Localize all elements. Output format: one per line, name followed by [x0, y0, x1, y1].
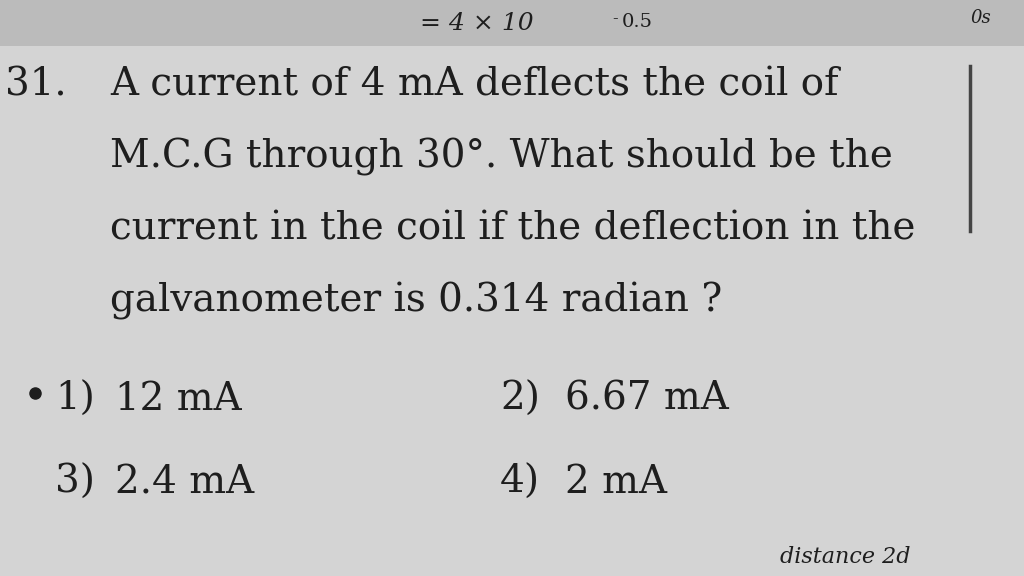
- Text: 0s: 0s: [970, 9, 991, 27]
- Text: -: -: [612, 10, 617, 28]
- Text: M.C.G through 30°. What should be the: M.C.G through 30°. What should be the: [110, 138, 893, 176]
- Text: distance 2d: distance 2d: [780, 546, 910, 568]
- Text: 0.5: 0.5: [622, 13, 653, 31]
- Text: = 4 × 10: = 4 × 10: [420, 13, 534, 36]
- Text: 1): 1): [55, 381, 95, 418]
- Text: 2.4 mA: 2.4 mA: [115, 464, 254, 501]
- Text: current in the coil if the deflection in the: current in the coil if the deflection in…: [110, 210, 915, 247]
- Text: 3): 3): [55, 464, 95, 501]
- Text: A current of 4 mA deflects the coil of: A current of 4 mA deflects the coil of: [110, 66, 839, 103]
- Text: 4): 4): [500, 464, 540, 501]
- Text: 31.: 31.: [5, 66, 67, 103]
- Text: galvanometer is 0.314 radian ?: galvanometer is 0.314 radian ?: [110, 282, 722, 320]
- FancyBboxPatch shape: [0, 0, 1024, 46]
- Text: 12 mA: 12 mA: [115, 381, 242, 418]
- Text: 6.67 mA: 6.67 mA: [565, 381, 729, 418]
- Text: 2 mA: 2 mA: [565, 464, 667, 501]
- Text: 2): 2): [500, 381, 540, 418]
